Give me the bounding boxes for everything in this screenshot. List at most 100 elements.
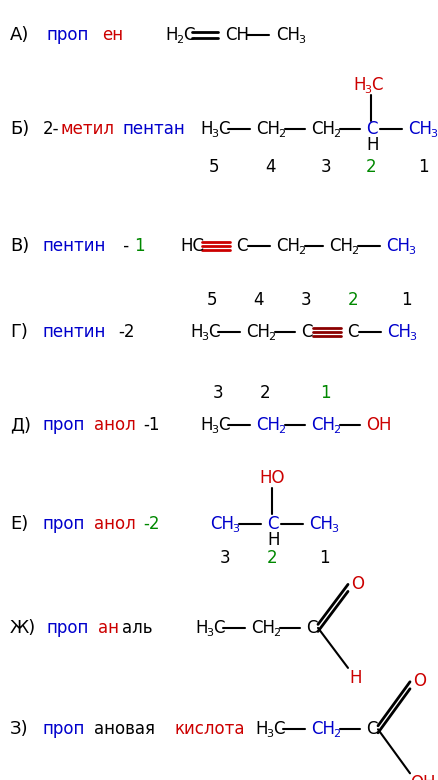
Text: C: C — [213, 619, 225, 637]
Text: H: H — [200, 416, 212, 434]
Text: CH: CH — [276, 26, 300, 44]
Text: C: C — [301, 322, 312, 341]
Text: O: O — [351, 575, 364, 593]
Text: CH: CH — [329, 236, 353, 255]
Text: CH: CH — [225, 26, 249, 44]
Text: 3: 3 — [201, 332, 208, 342]
Text: 2: 2 — [278, 425, 285, 435]
Text: C: C — [306, 619, 318, 637]
Text: 2-: 2- — [43, 119, 60, 138]
Text: Ж): Ж) — [10, 619, 36, 637]
Text: CH: CH — [256, 119, 280, 138]
Text: проп: проп — [43, 416, 85, 434]
Text: 2: 2 — [176, 35, 183, 45]
Text: 2: 2 — [348, 290, 358, 309]
Text: H: H — [165, 26, 177, 44]
Text: H: H — [200, 119, 212, 138]
Text: CH: CH — [311, 416, 335, 434]
Text: 1: 1 — [134, 236, 145, 255]
Text: 2: 2 — [267, 549, 277, 567]
Text: -2: -2 — [118, 322, 134, 341]
Text: 5: 5 — [209, 158, 219, 176]
Text: 3: 3 — [430, 129, 437, 139]
Text: C: C — [347, 322, 358, 341]
Text: пентан: пентан — [122, 119, 185, 138]
Text: метил: метил — [60, 119, 114, 138]
Text: C: C — [366, 119, 378, 138]
Text: аль: аль — [122, 619, 152, 637]
Text: H: H — [195, 619, 208, 637]
Text: OH: OH — [410, 775, 435, 780]
Text: 2: 2 — [298, 246, 305, 256]
Text: C: C — [236, 236, 247, 255]
Text: 3: 3 — [364, 85, 371, 94]
Text: 2: 2 — [333, 425, 340, 435]
Text: H: H — [267, 531, 279, 549]
Text: H: H — [353, 76, 365, 94]
Text: 2: 2 — [268, 332, 275, 342]
Text: 3: 3 — [331, 524, 338, 534]
Text: CH: CH — [311, 119, 335, 138]
Text: Г): Г) — [10, 322, 28, 341]
Text: проп: проп — [43, 720, 85, 739]
Text: ановая: ановая — [94, 720, 155, 739]
Text: А): А) — [10, 26, 29, 44]
Text: анол: анол — [94, 515, 136, 534]
Text: 4: 4 — [254, 290, 264, 309]
Text: 3: 3 — [408, 246, 415, 256]
Text: В): В) — [10, 236, 29, 255]
Text: 3: 3 — [206, 628, 213, 638]
Text: Д): Д) — [10, 416, 31, 434]
Text: 5: 5 — [207, 290, 217, 309]
Text: 3: 3 — [321, 158, 331, 176]
Text: CH: CH — [408, 119, 432, 138]
Text: H: H — [190, 322, 202, 341]
Text: CH: CH — [386, 236, 410, 255]
Text: CH: CH — [387, 322, 411, 341]
Text: ен: ен — [102, 26, 123, 44]
Text: 3: 3 — [301, 290, 311, 309]
Text: -1: -1 — [143, 416, 159, 434]
Text: 3: 3 — [266, 729, 273, 739]
Text: Б): Б) — [10, 119, 29, 138]
Text: 2: 2 — [260, 384, 270, 402]
Text: 3: 3 — [211, 425, 218, 435]
Text: CH: CH — [256, 416, 280, 434]
Text: 1: 1 — [418, 158, 428, 176]
Text: З): З) — [10, 720, 28, 739]
Text: C: C — [366, 720, 378, 739]
Text: C: C — [218, 416, 230, 434]
Text: 3: 3 — [220, 549, 230, 567]
Text: 1: 1 — [319, 549, 329, 567]
Text: 2: 2 — [273, 628, 280, 638]
Text: 3: 3 — [409, 332, 416, 342]
Text: проп: проп — [43, 515, 85, 534]
Text: Е): Е) — [10, 515, 28, 534]
Text: C: C — [273, 720, 285, 739]
Text: OH: OH — [366, 416, 392, 434]
Text: C: C — [218, 119, 230, 138]
Text: 2: 2 — [278, 129, 285, 139]
Text: H: H — [255, 720, 268, 739]
Text: -2: -2 — [143, 515, 159, 534]
Text: C: C — [267, 515, 279, 534]
Text: HO: HO — [259, 469, 285, 488]
Text: C: C — [208, 322, 219, 341]
Text: C: C — [183, 26, 194, 44]
Text: HC: HC — [180, 236, 204, 255]
Text: пентин: пентин — [43, 236, 106, 255]
Text: 2: 2 — [333, 129, 340, 139]
Text: CH: CH — [210, 515, 234, 534]
Text: 3: 3 — [298, 35, 305, 45]
Text: проп: проп — [47, 26, 89, 44]
Text: -: - — [118, 236, 129, 255]
Text: 2: 2 — [366, 158, 376, 176]
Text: проп: проп — [47, 619, 89, 637]
Text: CH: CH — [311, 720, 335, 739]
Text: 3: 3 — [232, 524, 239, 534]
Text: 2: 2 — [333, 729, 340, 739]
Text: 4: 4 — [266, 158, 276, 176]
Text: H: H — [366, 136, 378, 154]
Text: 3: 3 — [213, 384, 223, 402]
Text: ан: ан — [98, 619, 119, 637]
